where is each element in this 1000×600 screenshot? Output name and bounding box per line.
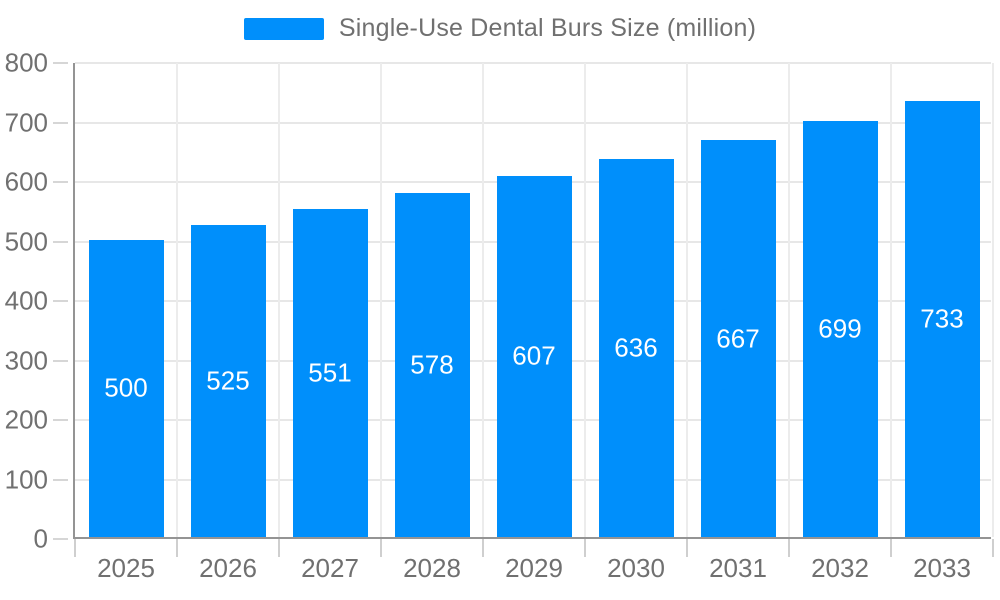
bar-value-label: 500: [104, 372, 148, 403]
bar-value-label: 578: [410, 349, 454, 380]
x-axis-tick: [176, 539, 178, 557]
y-axis-tick-label: 0: [33, 523, 48, 554]
y-axis-tick: [53, 478, 68, 481]
v-gridline: [176, 63, 178, 537]
bar-value-label: 607: [512, 340, 556, 371]
y-axis-tick-label: 600: [4, 166, 48, 197]
v-gridline: [278, 63, 280, 537]
h-gridline: [75, 121, 991, 124]
y-axis-tick-label: 700: [4, 107, 48, 137]
y-axis-tick: [53, 121, 68, 124]
x-axis-tick-label: 2029: [505, 553, 563, 583]
bar-2032[interactable]: 699: [802, 121, 878, 537]
x-axis-tick-label: 2028: [403, 553, 461, 583]
y-axis-tick-label: 100: [4, 464, 48, 494]
bar-2028[interactable]: 578: [394, 193, 470, 537]
v-gridline: [584, 63, 586, 537]
legend-swatch: [243, 17, 324, 40]
x-axis-tick: [482, 539, 484, 557]
x-axis-tick-label: 2033: [913, 553, 971, 583]
y-axis-tick-label: 500: [4, 226, 48, 256]
x-axis-tick-label: 2031: [709, 553, 767, 583]
x-axis-tick-label: 2025: [97, 553, 155, 583]
x-axis-tick-label: 2030: [607, 553, 665, 583]
y-axis-tick: [53, 300, 68, 302]
x-axis-tick: [278, 539, 280, 557]
y-axis-tick-label: 200: [4, 404, 48, 435]
bar-2025[interactable]: 500: [88, 239, 164, 537]
x-axis-tick: [890, 539, 892, 557]
bar-2027[interactable]: 551: [292, 209, 368, 537]
x-axis-tick: [380, 539, 382, 557]
v-gridline: [992, 63, 994, 537]
y-axis-tick: [53, 359, 68, 362]
bar-value-label: 667: [716, 323, 760, 354]
plot-area: 0 100 200 300 400 500 600 700 800 500 2025 525 2026 5…: [5, 48, 994, 583]
x-axis-tick-label: 2032: [811, 553, 869, 583]
bar-value-label: 699: [818, 313, 862, 344]
y-axis-tick: [53, 240, 68, 243]
y-axis-tick: [53, 538, 68, 540]
y-axis-tick: [53, 419, 68, 421]
legend-item[interactable]: Single-Use Dental Burs Size (million): [0, 14, 1000, 43]
x-axis-tick: [74, 539, 76, 557]
y-axis-tick: [53, 181, 68, 183]
bar-2033[interactable]: 733: [904, 100, 980, 537]
h-gridline: [75, 62, 991, 64]
v-gridline: [482, 63, 484, 537]
legend-label: Single-Use Dental Burs Size (million): [338, 14, 757, 42]
bar-2029[interactable]: 607: [496, 175, 572, 537]
v-gridline: [788, 63, 790, 537]
bar-2031[interactable]: 667: [700, 140, 776, 537]
bar-2026[interactable]: 525: [190, 224, 266, 537]
v-gridline: [890, 63, 892, 537]
x-axis-tick-label: 2026: [199, 553, 257, 583]
bar-value-label: 636: [614, 332, 658, 363]
x-axis-tick: [686, 539, 688, 557]
v-gridline: [686, 63, 688, 537]
y-axis-tick-label: 300: [4, 345, 48, 375]
x-axis-tick: [584, 539, 586, 557]
y-axis-tick: [53, 62, 68, 64]
bar-2030[interactable]: 636: [598, 158, 674, 537]
x-axis-tick: [788, 539, 790, 557]
v-gridline: [380, 63, 382, 537]
bar-value-label: 733: [920, 303, 964, 334]
bar-value-label: 551: [308, 357, 352, 388]
x-axis-tick-label: 2027: [301, 553, 359, 583]
y-axis-tick-label: 800: [4, 47, 48, 78]
x-axis-tick: [992, 539, 994, 557]
bar-value-label: 525: [206, 365, 250, 396]
y-axis-tick-label: 400: [4, 285, 48, 316]
